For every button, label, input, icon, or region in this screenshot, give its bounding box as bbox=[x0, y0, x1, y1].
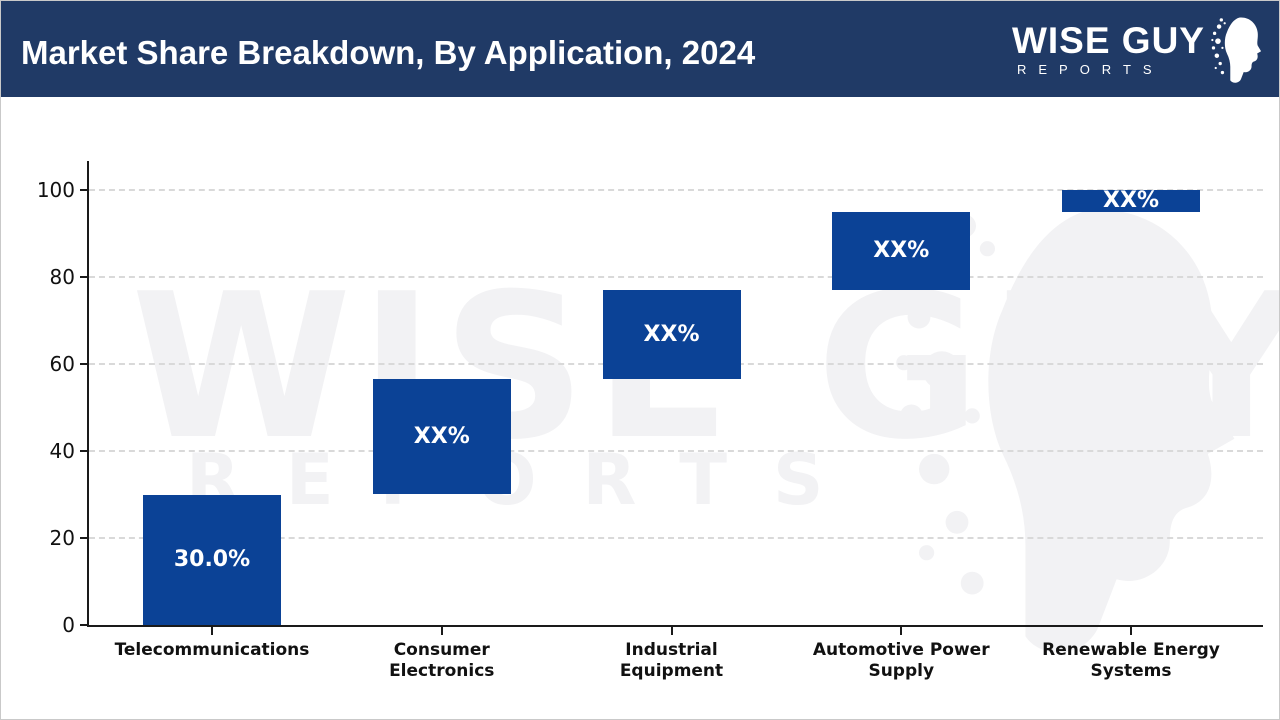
x-tick-mark-industrial-equipment bbox=[670, 627, 673, 635]
brand-logo-text: WISE GUY REPORTS bbox=[1011, 19, 1205, 78]
gridline-100 bbox=[89, 189, 1263, 191]
bar-automotive-power-supply: XX% bbox=[832, 211, 971, 291]
x-tick-mark-renewable-energy-systems bbox=[1130, 627, 1132, 635]
brand-face-icon bbox=[1209, 10, 1265, 88]
y-tick-label-80: 80 bbox=[49, 265, 75, 289]
brand-name: WISE GUY bbox=[1011, 19, 1205, 61]
bar-value-label-industrial-equipment: XX% bbox=[643, 322, 700, 348]
gridline-40 bbox=[89, 450, 1263, 452]
header: Market Share Breakdown, By Application, … bbox=[1, 1, 1279, 97]
bar-telecommunications: 30.0% bbox=[143, 494, 281, 625]
x-tick-label-telecommunications: Telecommunications bbox=[114, 640, 310, 660]
x-tick-mark-consumer-electronics bbox=[440, 627, 443, 635]
y-tick-label-0: 0 bbox=[62, 613, 75, 637]
y-tick-mark-80 bbox=[80, 276, 88, 278]
bar-value-label-telecommunications: 30.0% bbox=[173, 547, 251, 573]
bar-industrial-equipment: XX% bbox=[602, 290, 741, 380]
y-tick-mark-100 bbox=[80, 189, 88, 191]
y-tick-mark-40 bbox=[80, 450, 88, 452]
x-tick-label-renewable-energy-systems: Renewable Energy Systems bbox=[1042, 640, 1220, 681]
bar-value-label-consumer-electronics: XX% bbox=[413, 424, 470, 450]
y-tick-mark-60 bbox=[80, 363, 88, 365]
gridline-80 bbox=[89, 276, 1263, 278]
y-tick-mark-20 bbox=[80, 537, 88, 539]
y-tick-label-20: 20 bbox=[49, 526, 75, 550]
bar-value-label-automotive-power-supply: XX% bbox=[873, 238, 930, 264]
y-tick-label-40: 40 bbox=[49, 439, 75, 463]
gridline-20 bbox=[89, 537, 1263, 539]
brand-subtitle: REPORTS bbox=[1016, 62, 1164, 78]
y-tick-label-100: 100 bbox=[36, 178, 75, 202]
bar-value-label-renewable-energy-systems: XX% bbox=[1103, 188, 1159, 214]
x-tick-label-industrial-equipment: Industrial Equipment bbox=[619, 640, 724, 681]
y-tick-mark-0 bbox=[80, 624, 88, 626]
x-axis bbox=[87, 625, 1263, 627]
bar-renewable-energy-systems: XX% bbox=[1062, 188, 1200, 214]
x-tick-label-consumer-electronics: Consumer Electronics bbox=[389, 640, 495, 681]
y-tick-label-60: 60 bbox=[49, 352, 75, 376]
y-axis bbox=[87, 161, 89, 627]
x-tick-mark-automotive-power-supply bbox=[900, 627, 903, 635]
page-title: Market Share Breakdown, By Application, … bbox=[21, 34, 756, 71]
bar-consumer-electronics: XX% bbox=[372, 379, 511, 495]
x-tick-label-automotive-power-supply: Automotive Power Supply bbox=[812, 640, 990, 681]
brand-logo: WISE GUY REPORTS bbox=[1012, 10, 1265, 88]
x-tick-mark-telecommunications bbox=[211, 627, 213, 635]
